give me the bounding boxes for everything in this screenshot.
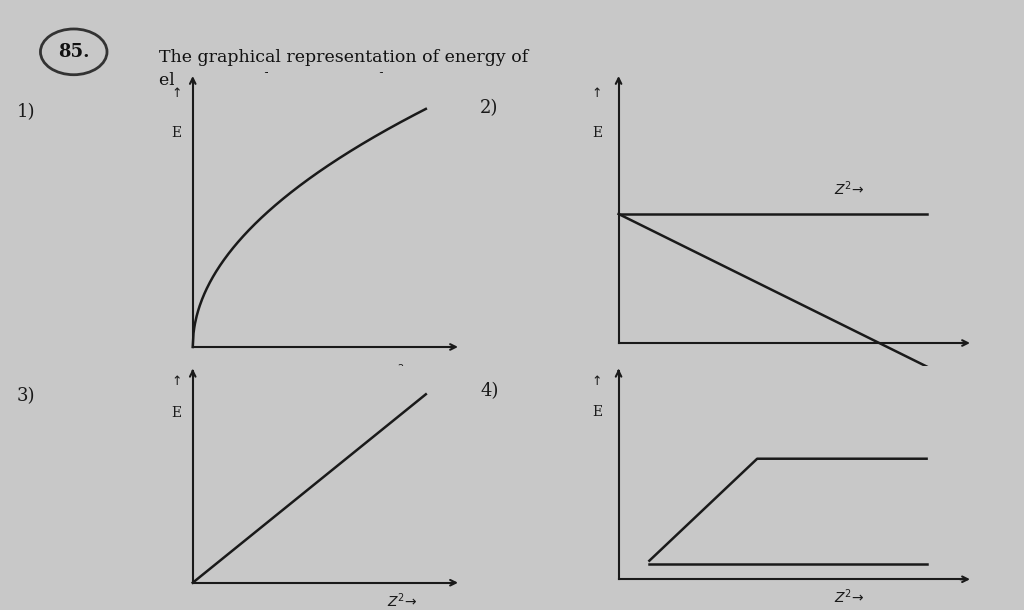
Text: $Z^2\!\rightarrow$: $Z^2\!\rightarrow$ xyxy=(387,362,418,381)
Text: E: E xyxy=(171,406,181,420)
Text: ↑: ↑ xyxy=(592,87,602,99)
Text: $Z^2\!\rightarrow$: $Z^2\!\rightarrow$ xyxy=(387,592,418,610)
Text: E: E xyxy=(592,405,602,419)
Text: The graphical representation of energy of
electron and atomic number is: The graphical representation of energy o… xyxy=(159,49,528,89)
Text: ↑: ↑ xyxy=(592,375,602,387)
Text: ↑: ↑ xyxy=(171,375,181,388)
Text: ↑: ↑ xyxy=(171,87,181,100)
Text: $Z^2\!\rightarrow$: $Z^2\!\rightarrow$ xyxy=(835,588,865,606)
Text: 1): 1) xyxy=(16,103,35,121)
Text: 3): 3) xyxy=(16,387,35,405)
Text: E: E xyxy=(592,126,602,140)
Text: 4): 4) xyxy=(480,382,499,400)
Text: 85.: 85. xyxy=(58,43,89,61)
Text: E: E xyxy=(171,126,181,140)
Text: 2): 2) xyxy=(480,99,499,117)
Text: $Z^2\!\rightarrow$: $Z^2\!\rightarrow$ xyxy=(835,179,865,198)
